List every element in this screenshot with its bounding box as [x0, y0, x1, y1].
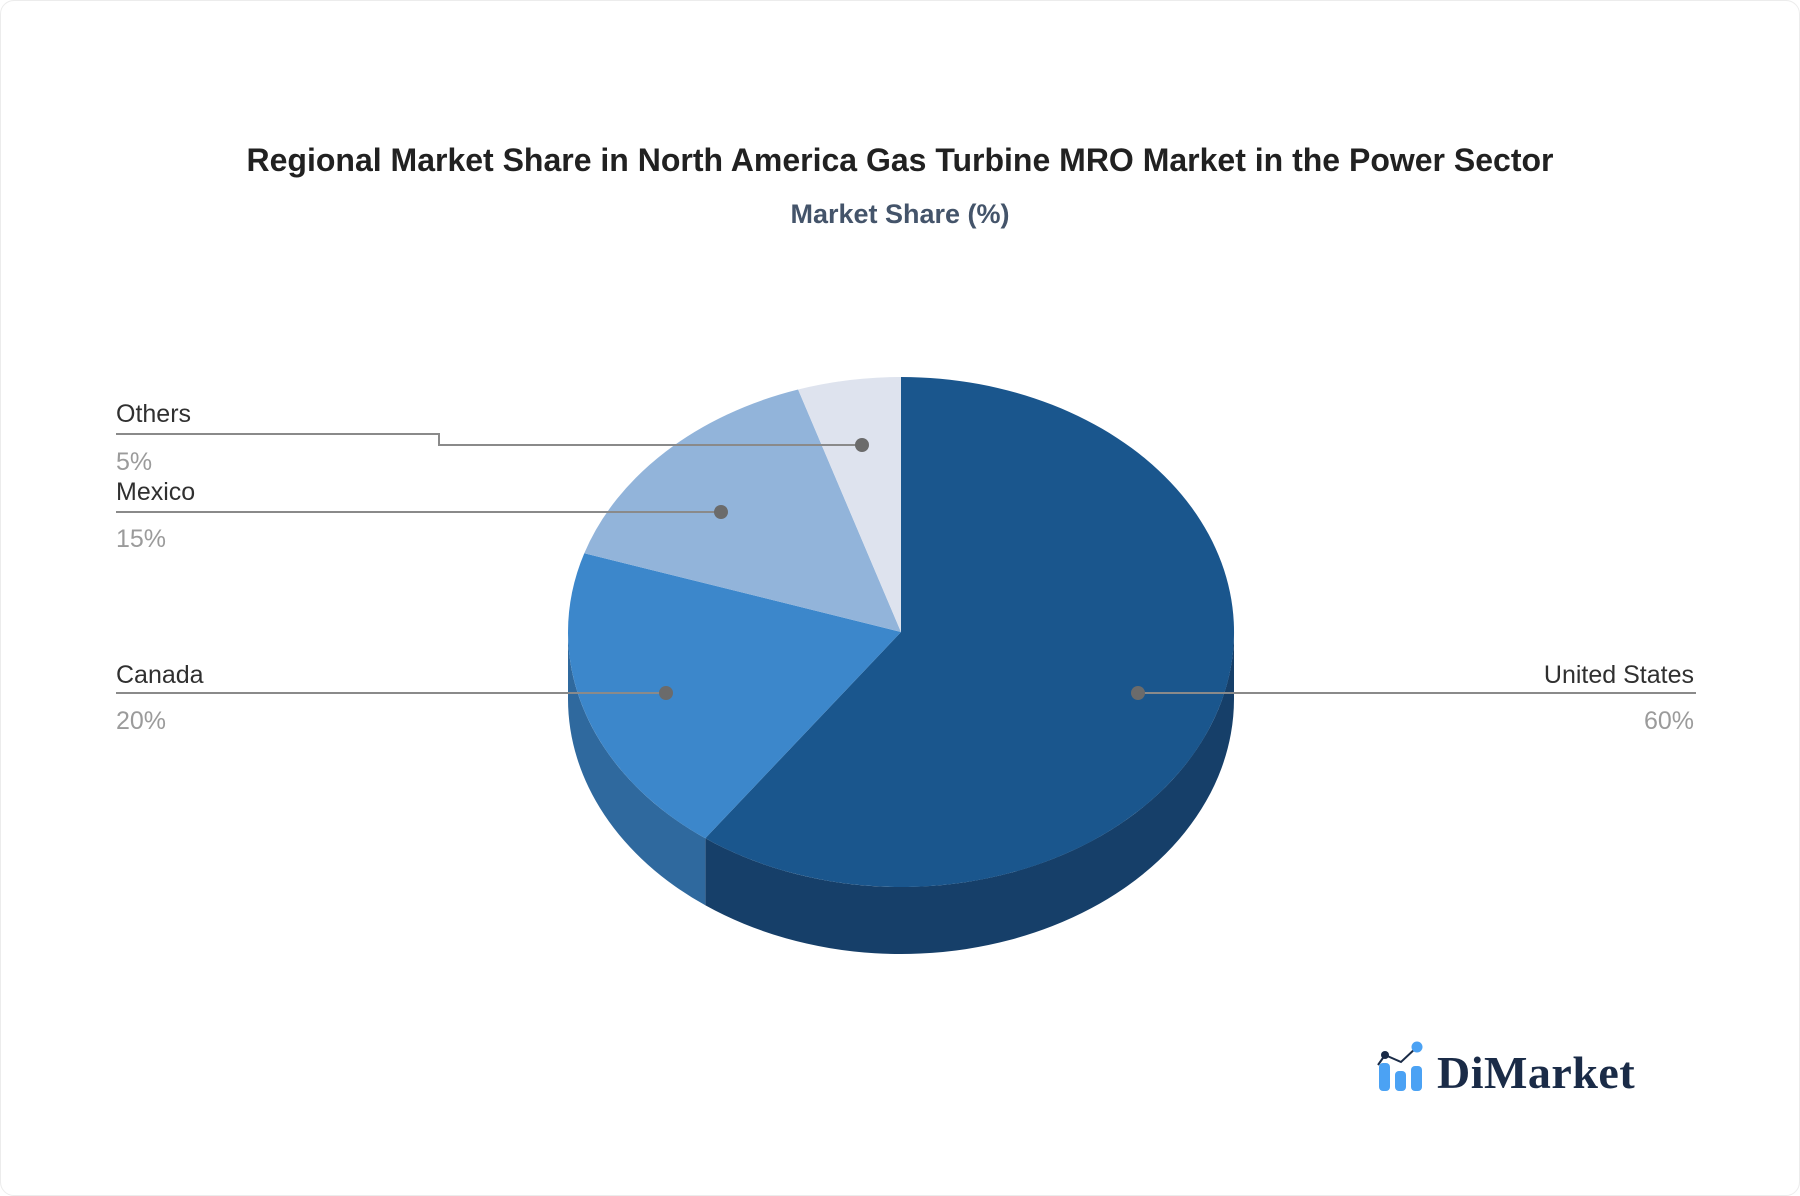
slice-label-canada: Canada	[116, 661, 204, 689]
connector-dot-united-states	[1131, 686, 1145, 700]
slice-label-others: Others	[116, 400, 192, 428]
slice-value-united-states: 60%	[1643, 707, 1694, 735]
slice-label-united-states: United States	[1543, 661, 1694, 689]
pie-slice-canada[interactable]	[568, 553, 901, 839]
pie-slice-side-canada	[568, 632, 706, 906]
pie-slice-side-united-states	[705, 632, 1234, 954]
connector-line-others	[116, 433, 862, 446]
bar-chart-logo-icon	[1377, 1041, 1425, 1098]
slice-value-canada: 20%	[116, 707, 167, 735]
slice-value-mexico: 15%	[116, 525, 167, 553]
connector-dot-canada	[659, 686, 673, 700]
slice-label-mexico: Mexico	[116, 478, 196, 506]
connector-dot-others	[855, 438, 869, 452]
brand-logo-text: DiMarket	[1437, 1047, 1636, 1098]
chart-subtitle: Market Share (%)	[790, 199, 1010, 229]
pie-slice-united-states[interactable]	[705, 377, 1235, 887]
connector-dot-mexico	[714, 505, 728, 519]
slice-value-others: 5%	[116, 448, 153, 476]
brand-logo: DiMarket	[1377, 1041, 1635, 1098]
chart-title: Regional Market Share in North America G…	[246, 142, 1554, 178]
pie-slice-mexico[interactable]	[584, 389, 901, 633]
pie-slice-others[interactable]	[798, 377, 901, 632]
